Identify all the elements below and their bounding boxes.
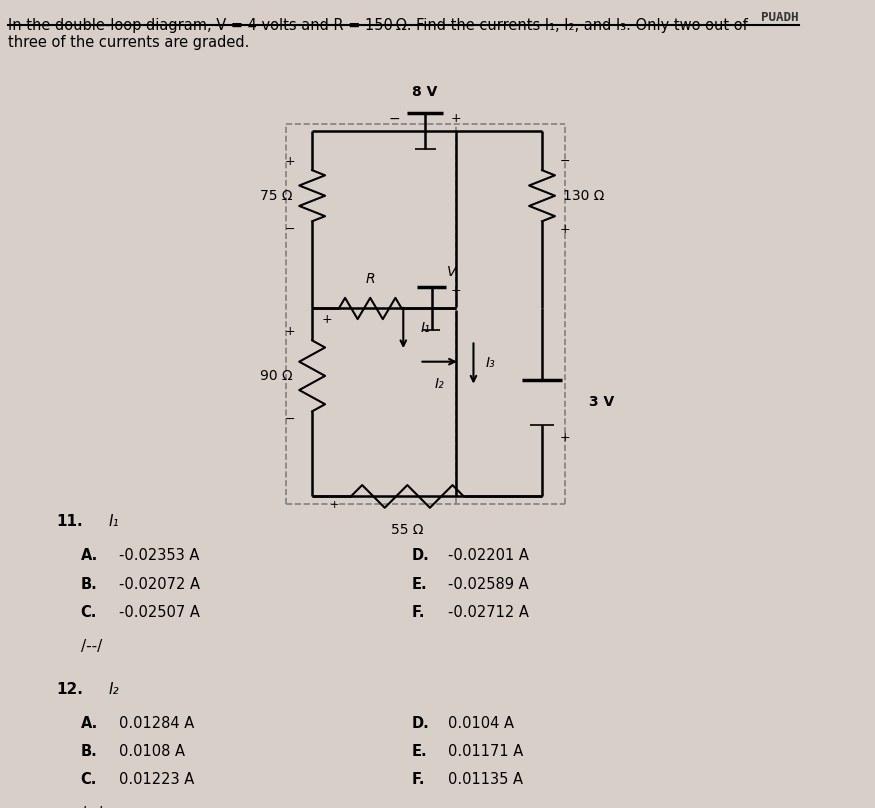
- Text: 0.01223 A: 0.01223 A: [119, 772, 194, 787]
- Text: F.: F.: [411, 772, 425, 787]
- Text: D.: D.: [411, 549, 429, 563]
- Text: 0.01135 A: 0.01135 A: [448, 772, 522, 787]
- Text: -0.02507 A: -0.02507 A: [119, 605, 200, 620]
- Text: 0.0104 A: 0.0104 A: [448, 716, 514, 730]
- Text: -0.02712 A: -0.02712 A: [448, 605, 528, 620]
- Text: 3 V: 3 V: [589, 395, 614, 410]
- Text: 90 Ω: 90 Ω: [260, 369, 292, 383]
- Text: I₁: I₁: [108, 514, 120, 529]
- Text: 0.01171 A: 0.01171 A: [448, 744, 523, 759]
- Text: A.: A.: [80, 716, 98, 730]
- Text: PUADH: PUADH: [761, 11, 799, 23]
- Text: 0.01284 A: 0.01284 A: [119, 716, 194, 730]
- Text: 55 Ω: 55 Ω: [391, 524, 424, 537]
- Text: +: +: [559, 431, 570, 444]
- Text: +: +: [330, 500, 340, 510]
- Text: +: +: [451, 112, 461, 125]
- Text: /--/: /--/: [80, 806, 102, 808]
- Text: -0.02353 A: -0.02353 A: [119, 549, 200, 563]
- Text: -0.02589 A: -0.02589 A: [448, 577, 528, 591]
- Text: +: +: [451, 284, 461, 297]
- Text: E.: E.: [411, 744, 427, 759]
- Text: +: +: [284, 326, 295, 339]
- Text: R: R: [366, 271, 375, 286]
- Text: −: −: [284, 414, 295, 427]
- Text: −: −: [284, 223, 295, 236]
- Text: B.: B.: [80, 577, 97, 591]
- Text: +: +: [559, 223, 570, 236]
- Text: +: +: [321, 313, 332, 326]
- Text: 12.: 12.: [57, 682, 83, 696]
- Text: I₁: I₁: [421, 321, 430, 335]
- Text: C.: C.: [80, 605, 97, 620]
- Text: 11.: 11.: [57, 514, 83, 529]
- Text: /--/: /--/: [80, 639, 102, 654]
- Text: D.: D.: [411, 716, 429, 730]
- Text: −: −: [559, 155, 570, 168]
- Text: In the double-loop diagram, V = 4 volts and R = 150 Ω. Find the currents I₁, I₂,: In the double-loop diagram, V = 4 volts …: [8, 18, 748, 50]
- Text: V: V: [447, 264, 457, 279]
- Text: -0.02201 A: -0.02201 A: [448, 549, 528, 563]
- Text: F.: F.: [411, 605, 425, 620]
- Text: I₃: I₃: [486, 356, 495, 370]
- Text: 130 Ω: 130 Ω: [564, 189, 605, 203]
- Text: 8 V: 8 V: [412, 85, 438, 99]
- Text: 75 Ω: 75 Ω: [260, 189, 292, 203]
- Text: I₂: I₂: [108, 682, 120, 696]
- Text: 0.0108 A: 0.0108 A: [119, 744, 186, 759]
- Text: A.: A.: [80, 549, 98, 563]
- Text: E.: E.: [411, 577, 427, 591]
- Text: I₂: I₂: [435, 377, 444, 391]
- Text: -0.02072 A: -0.02072 A: [119, 577, 200, 591]
- Text: C.: C.: [80, 772, 97, 787]
- Text: +: +: [284, 155, 295, 168]
- Text: −: −: [388, 112, 400, 125]
- Text: B.: B.: [80, 744, 97, 759]
